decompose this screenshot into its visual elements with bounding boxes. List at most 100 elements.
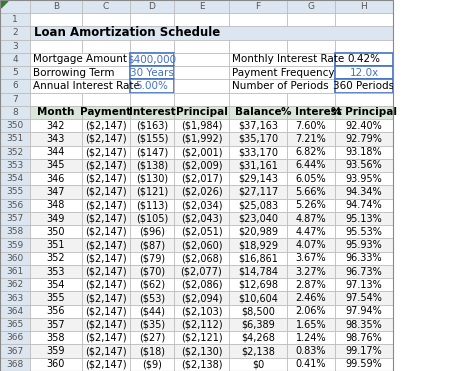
Text: ($2,103): ($2,103) (181, 306, 222, 316)
Text: ($2,130): ($2,130) (181, 346, 222, 356)
Text: 97.54%: 97.54% (346, 293, 383, 303)
Bar (82, 212, 130, 225)
Text: ($35): ($35) (139, 319, 165, 329)
Bar (30, 159, 82, 172)
Text: 355: 355 (46, 293, 65, 303)
Text: ($121): ($121) (136, 187, 168, 197)
Text: ($2,147): ($2,147) (85, 121, 127, 131)
Bar (130, 198, 174, 212)
Text: ($2,147): ($2,147) (85, 214, 127, 223)
Bar (0, 132, 30, 145)
Text: 358: 358 (47, 333, 65, 343)
Bar (30, 92, 82, 106)
Text: ($2,147): ($2,147) (85, 227, 127, 237)
Bar (174, 106, 229, 119)
Bar (0, 66, 30, 79)
Bar (174, 13, 229, 26)
Bar (30, 225, 82, 239)
Text: 93.18%: 93.18% (346, 147, 383, 157)
Bar (335, 145, 393, 159)
Bar (335, 40, 393, 53)
Bar (30, 305, 82, 318)
Text: ($70): ($70) (139, 266, 165, 276)
Bar (229, 331, 287, 345)
Bar (174, 225, 229, 239)
Bar (130, 106, 174, 119)
Bar (229, 132, 287, 145)
Text: 5.26%: 5.26% (296, 200, 327, 210)
Text: Interest: Interest (128, 108, 175, 118)
Bar (130, 145, 174, 159)
Text: $400,000: $400,000 (128, 55, 176, 65)
Text: 359: 359 (6, 240, 24, 250)
Text: $2,138: $2,138 (241, 346, 275, 356)
Bar (335, 172, 393, 186)
Bar (229, 0, 287, 13)
Bar (229, 172, 287, 186)
Text: ($44): ($44) (139, 306, 165, 316)
Text: 30 Years: 30 Years (130, 68, 174, 78)
Bar (130, 265, 174, 278)
Text: ($87): ($87) (139, 240, 165, 250)
Text: 1: 1 (12, 15, 18, 24)
Bar (0, 0, 30, 13)
Text: $25,083: $25,083 (238, 200, 278, 210)
Text: F: F (255, 2, 261, 11)
Polygon shape (1, 1, 8, 8)
Bar (130, 278, 174, 292)
Bar (82, 159, 130, 172)
Bar (82, 92, 130, 106)
Bar (30, 26, 393, 40)
Text: 366: 366 (6, 334, 24, 342)
Text: 350: 350 (6, 121, 24, 130)
Text: ($2,138): ($2,138) (181, 359, 222, 370)
Bar (335, 53, 393, 66)
Bar (82, 265, 130, 278)
Bar (287, 0, 335, 13)
Text: 2: 2 (12, 29, 18, 37)
Bar (287, 40, 335, 53)
Bar (0, 186, 30, 198)
Bar (229, 145, 287, 159)
Text: C: C (103, 2, 109, 11)
Bar (0, 358, 30, 371)
Bar (174, 186, 229, 198)
Text: ($2,147): ($2,147) (85, 280, 127, 290)
Bar (130, 305, 174, 318)
Text: 93.95%: 93.95% (346, 174, 383, 184)
Bar (0, 92, 30, 106)
Bar (229, 239, 287, 252)
Bar (30, 239, 82, 252)
Text: 2.06%: 2.06% (296, 306, 326, 316)
Text: ($2,147): ($2,147) (85, 266, 127, 276)
Bar (82, 40, 130, 53)
Bar (0, 212, 30, 225)
Text: $16,861: $16,861 (238, 253, 278, 263)
Text: 5: 5 (12, 68, 18, 77)
Text: ($2,147): ($2,147) (85, 187, 127, 197)
Bar (229, 119, 287, 132)
Bar (335, 132, 393, 145)
Text: ($2,077): ($2,077) (181, 266, 222, 276)
Bar (287, 92, 335, 106)
Bar (30, 292, 82, 305)
Text: 6: 6 (12, 81, 18, 91)
Bar (82, 252, 130, 265)
Bar (82, 186, 130, 198)
Text: 347: 347 (47, 187, 65, 197)
Bar (229, 106, 287, 119)
Text: ($2,112): ($2,112) (181, 319, 222, 329)
Bar (174, 239, 229, 252)
Text: ($9): ($9) (142, 359, 162, 370)
Bar (130, 92, 174, 106)
Text: Annual Interest Rate: Annual Interest Rate (33, 81, 140, 91)
Bar (287, 145, 335, 159)
Bar (30, 132, 82, 145)
Bar (30, 318, 82, 331)
Text: ($2,147): ($2,147) (85, 161, 127, 171)
Text: 344: 344 (47, 147, 65, 157)
Text: 6.82%: 6.82% (296, 147, 326, 157)
Text: $8,500: $8,500 (241, 306, 275, 316)
Bar (335, 92, 393, 106)
Bar (229, 278, 287, 292)
